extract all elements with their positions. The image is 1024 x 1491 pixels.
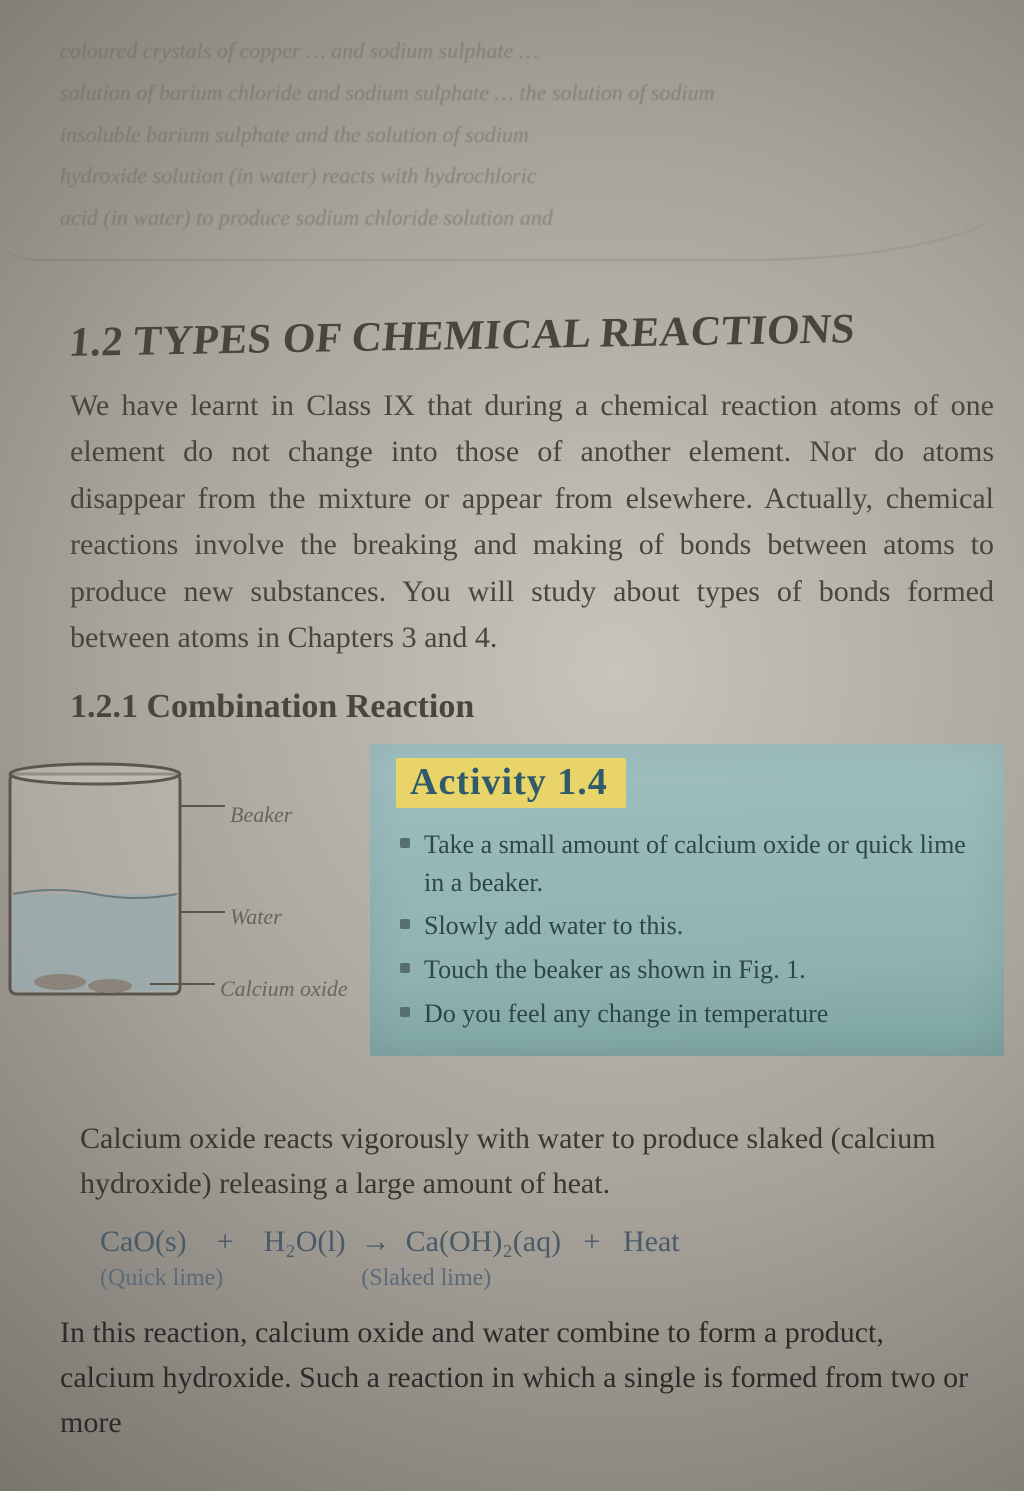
activity-title: Activity 1.4 (396, 758, 626, 808)
faded-line: acid (in water) to produce sodium chlori… (60, 197, 964, 239)
activity-box: Activity 1.4 Take a small amount of calc… (370, 744, 1004, 1056)
faded-line: insoluble barium sulphate and the soluti… (60, 114, 964, 156)
activity-step: Do you feel any change in temperature (396, 995, 986, 1033)
subsection-heading: 1.2.1 Combination Reaction (70, 688, 1004, 726)
activity-step: Slowly add water to this. (396, 907, 986, 945)
beaker-figure: Beaker Water Calcium oxide (0, 744, 360, 1044)
faded-line: solution of barium chloride and sodium s… (60, 72, 964, 114)
activity-step: Take a small amount of calcium oxide or … (396, 826, 986, 901)
reaction-description: Calcium oxide reacts vigorously with wat… (80, 1116, 984, 1206)
faded-line: hydroxide solution (in water) reacts wit… (60, 155, 964, 197)
activity-step: Touch the beaker as shown in Fig. 1. (396, 951, 986, 989)
figure-label-water: Water (230, 904, 282, 930)
intro-paragraph: We have learnt in Class IX that during a… (70, 383, 994, 662)
chemical-equation: CaO(s) + H₂O(l) → Ca(OH)₂(aq) + Heat (100, 1222, 984, 1263)
section-heading: 1.2 TYPES OF CHEMICAL REACTIONS (67, 303, 977, 367)
chemical-equation-labels: (Quick lime) (Slaked lime) (100, 1265, 984, 1292)
figure-label-beaker: Beaker (230, 802, 292, 828)
faded-line: coloured crystals of copper … and sodium… (60, 30, 964, 72)
closing-paragraph: In this reaction, calcium oxide and wate… (60, 1310, 984, 1445)
faded-previous-text: coloured crystals of copper … and sodium… (0, 0, 1004, 261)
figure-label-calcium-oxide: Calcium oxide (220, 976, 348, 1002)
activity-list: Take a small amount of calcium oxide or … (396, 826, 986, 1032)
